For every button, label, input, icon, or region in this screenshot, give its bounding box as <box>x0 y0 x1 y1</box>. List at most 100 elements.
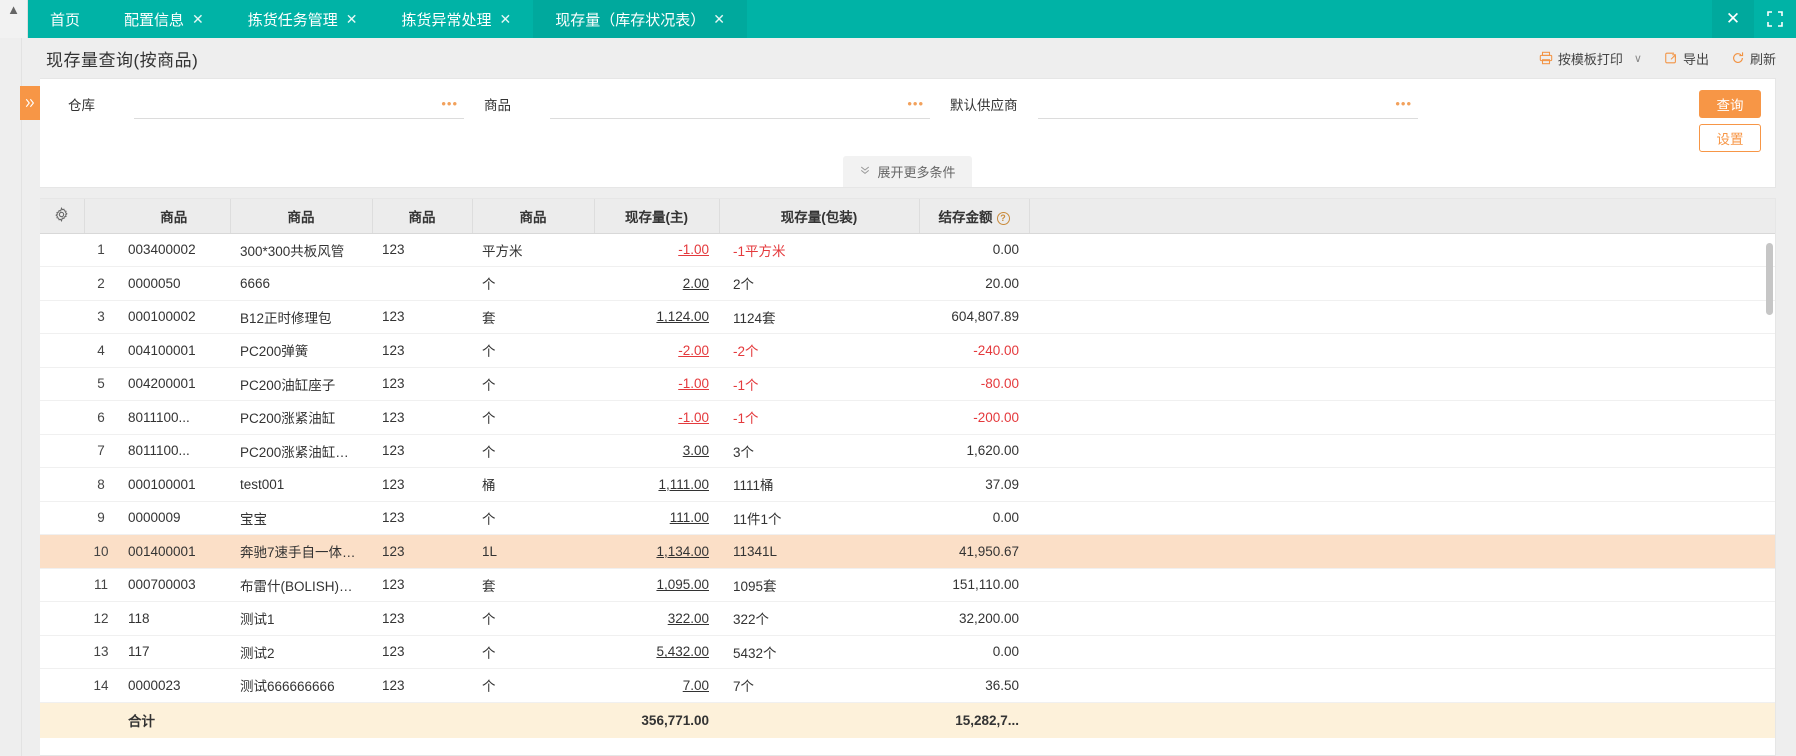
row-qty-main-link[interactable]: 7.00 <box>682 677 709 693</box>
row-product-unit: 平方米 <box>472 233 594 267</box>
table-row[interactable]: 12 118 测试1 123 个 322.00 322个 32,200.00 <box>40 601 1775 636</box>
warehouse-field: 仓库 ••• <box>54 89 470 119</box>
warehouse-label: 仓库 <box>68 98 95 113</box>
row-qty-main[interactable]: 1,095.00 <box>594 568 719 602</box>
goods-label: 商品 <box>484 98 511 113</box>
tab-item[interactable]: 拣货异常处理 ✕ <box>380 0 534 38</box>
row-qty-main[interactable]: 1,111.00 <box>594 467 719 502</box>
row-qty-main[interactable]: 322.00 <box>594 601 719 636</box>
goods-more-icon[interactable]: ••• <box>907 96 924 111</box>
double-chevron-right-icon <box>25 98 35 108</box>
tab-item[interactable]: 现存量（库存状况表） ✕ <box>533 0 748 38</box>
column-header-balance-amount[interactable]: 结存金额? <box>919 199 1030 234</box>
row-qty-main-link[interactable]: -1.00 <box>678 409 709 425</box>
column-header-unit[interactable]: 商品 <box>472 199 595 234</box>
table-row[interactable]: 4 004100001 PC200弹簧 123 个 -2.00 -2个 -240.00 <box>40 333 1775 368</box>
chevron-down-icon[interactable]: ∨ <box>1633 52 1642 65</box>
table-row[interactable]: 8 000100001 test001 123 桶 1,111.00 1111桶 37.09 <box>40 467 1775 502</box>
row-qty-main[interactable]: -1.00 <box>594 400 719 435</box>
default-supplier-more-icon[interactable]: ••• <box>1395 96 1412 111</box>
row-product-unit: 个 <box>472 367 594 401</box>
table-row[interactable]: 13 117 测试2 123 个 5,432.00 5432个 0.00 <box>40 635 1775 669</box>
table-row[interactable]: 14 0000023 测试666666666 123 个 7.00 7个 36.50 <box>40 668 1775 703</box>
row-qty-main-link[interactable]: 322.00 <box>667 610 709 626</box>
row-qty-main[interactable]: 5,432.00 <box>594 635 719 669</box>
row-qty-main-link[interactable]: 3.00 <box>682 443 709 459</box>
export-button[interactable]: 导出 <box>1664 49 1709 68</box>
column-header-qty-pack[interactable]: 现存量(包装) <box>719 199 920 234</box>
row-qty-main[interactable]: -1.00 <box>594 233 719 267</box>
row-qty-main-link[interactable]: 1,134.00 <box>656 543 709 559</box>
expand-filter-panel-button[interactable] <box>20 86 40 120</box>
print-by-template-button[interactable]: 按模板打印 ∨ <box>1539 49 1642 68</box>
row-qty-main-link[interactable]: 111.00 <box>669 510 709 526</box>
collapse-panel-icon[interactable]: ▲ <box>0 0 28 38</box>
window-close-button[interactable]: ✕ <box>1712 0 1754 38</box>
row-product-name: 6666 <box>230 266 372 301</box>
refresh-button[interactable]: 刷新 <box>1731 49 1776 68</box>
row-qty-main-link[interactable]: 5,432.00 <box>656 644 709 660</box>
goods-input[interactable] <box>550 89 902 118</box>
tab-close-icon[interactable]: ✕ <box>345 11 358 27</box>
settings-button[interactable]: 设置 <box>1699 124 1761 152</box>
row-qty-main-link[interactable]: 1,124.00 <box>656 309 709 325</box>
row-product-spec: 123 <box>372 668 472 703</box>
row-qty-main[interactable]: 1,124.00 <box>594 300 719 334</box>
window-maximize-button[interactable] <box>1754 0 1796 38</box>
row-product-code: 004200001 <box>118 367 230 401</box>
row-qty-main-link[interactable]: -1.00 <box>678 376 709 392</box>
row-product-code: 000100002 <box>118 300 230 334</box>
warehouse-more-icon[interactable]: ••• <box>441 96 458 111</box>
row-balance-amount: 36.50 <box>919 668 1029 703</box>
row-qty-main[interactable]: 111.00 <box>594 501 719 535</box>
table-row[interactable]: 6 8011100... PC200涨紧油缸 123 个 -1.00 -1个 -200.00 <box>40 400 1775 435</box>
column-header-spec[interactable]: 商品 <box>372 199 473 234</box>
query-button[interactable]: 查询 <box>1699 90 1761 118</box>
row-qty-main-link[interactable]: 1,095.00 <box>656 577 709 593</box>
table-row[interactable]: 5 004200001 PC200油缸座子 123 个 -1.00 -1个 -80.00 <box>40 367 1775 401</box>
tab-item[interactable]: 首页 <box>28 0 102 38</box>
default-supplier-input[interactable] <box>1038 89 1390 118</box>
row-balance-amount: 151,110.00 <box>919 568 1029 602</box>
table-row[interactable]: 1 003400002 300*300共板风管 123 平方米 -1.00 -1平方米 0.0… <box>40 233 1775 267</box>
column-header-index[interactable] <box>84 199 118 234</box>
row-qty-main-link[interactable]: 1,111.00 <box>658 476 709 492</box>
table-row[interactable]: 9 0000009 宝宝 123 个 111.00 11件1个 0.00 <box>40 501 1775 535</box>
row-qty-main[interactable]: 2.00 <box>594 266 719 301</box>
row-qty-main-link[interactable]: 2.00 <box>682 275 709 291</box>
row-qty-main[interactable]: 7.00 <box>594 668 719 703</box>
row-product-spec <box>372 266 472 301</box>
row-qty-main[interactable]: 3.00 <box>594 434 719 468</box>
tab-item[interactable]: 配置信息 ✕ <box>102 0 226 38</box>
column-header-balance-amount-label: 结存金额 <box>938 209 993 225</box>
question-circle-icon[interactable]: ? <box>996 211 1010 225</box>
tab-item[interactable]: 拣货任务管理 ✕ <box>226 0 380 38</box>
table-row[interactable]: 10 001400001 奔驰7速手自一体变... 123 1L 1,134.00 1134… <box>40 534 1775 569</box>
table-row[interactable]: 3 000100002 B12正时修理包 123 套 1,124.00 1124套 604,8… <box>40 300 1775 334</box>
row-index: 8 <box>84 467 118 502</box>
row-qty-main-link[interactable]: -2.00 <box>678 342 709 358</box>
column-header-code[interactable]: 商品 <box>118 199 231 234</box>
table-row[interactable]: 2 0000050 6666 个 2.00 2个 20.00 <box>40 266 1775 301</box>
expand-more-conditions-button[interactable]: 展开更多条件 <box>843 156 972 187</box>
column-header-qty-main[interactable]: 现存量(主) <box>594 199 720 234</box>
row-gear-cell <box>40 367 84 401</box>
row-qty-pack: -1平方米 <box>719 233 919 267</box>
tab-close-icon[interactable]: ✕ <box>713 11 726 27</box>
row-index: 12 <box>84 601 118 636</box>
table-row[interactable]: 7 8011100... PC200涨紧油缸总成 123 个 3.00 3个 1,620.00 <box>40 434 1775 468</box>
row-qty-main-link[interactable]: -1.00 <box>678 242 709 258</box>
vertical-scrollbar-thumb[interactable] <box>1766 243 1773 315</box>
row-qty-main[interactable]: 1,134.00 <box>594 534 719 569</box>
column-header-name[interactable]: 商品 <box>230 199 373 234</box>
row-product-spec: 123 <box>372 233 472 267</box>
row-balance-amount: 20.00 <box>919 266 1029 301</box>
tab-close-icon[interactable]: ✕ <box>192 11 204 27</box>
row-qty-main[interactable]: -2.00 <box>594 333 719 368</box>
warehouse-input[interactable] <box>134 89 436 118</box>
tab-close-icon[interactable]: ✕ <box>499 11 512 27</box>
row-product-name: 布雷什(BOLISH)五... <box>230 568 372 602</box>
column-settings-button[interactable] <box>40 199 85 234</box>
row-qty-main[interactable]: -1.00 <box>594 367 719 401</box>
table-row[interactable]: 11 000700003 布雷什(BOLISH)五... 123 套 1,095.00 10… <box>40 568 1775 602</box>
